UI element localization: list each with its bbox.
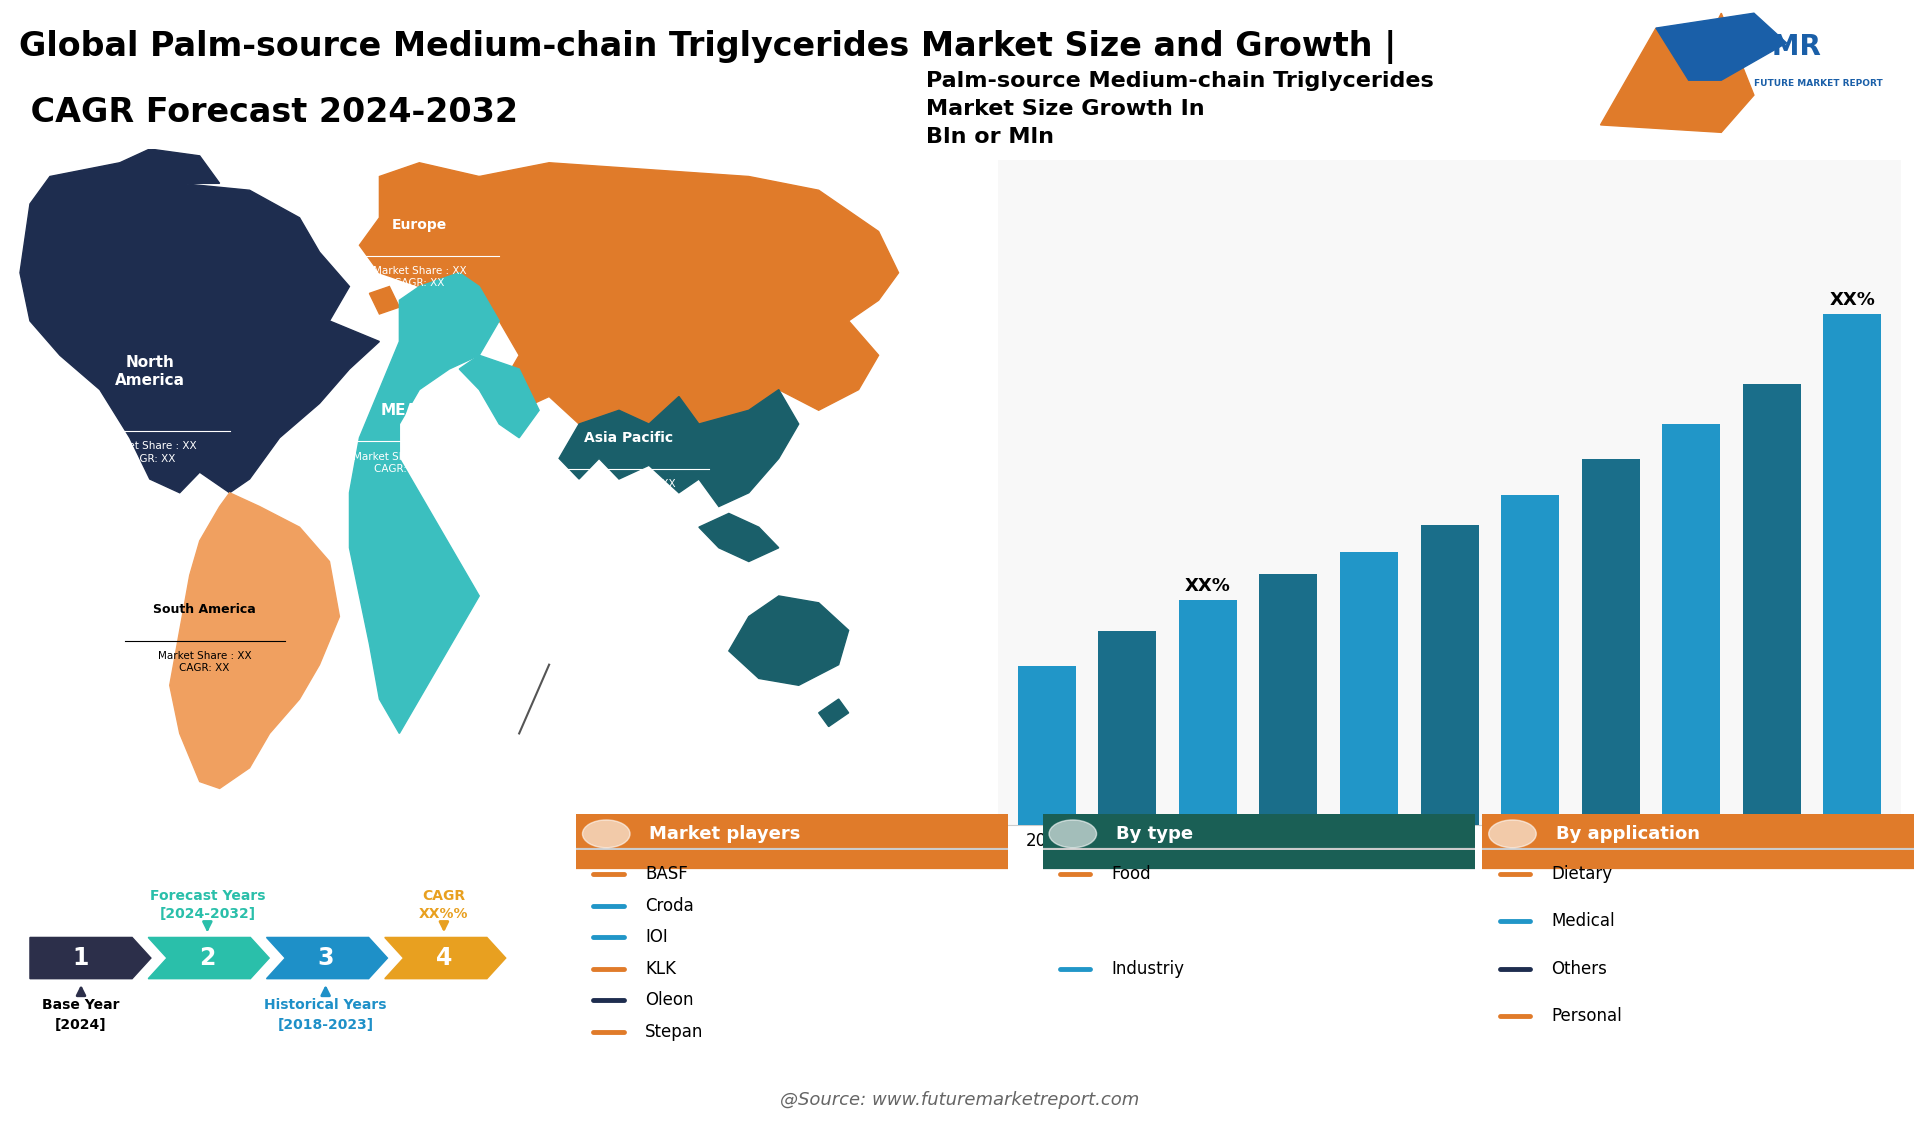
- Text: XX%: XX%: [1185, 578, 1231, 595]
- Text: Market players: Market players: [649, 825, 801, 842]
- Text: North
America: North America: [115, 355, 184, 387]
- Circle shape: [1488, 821, 1536, 848]
- Text: Market Share : XX
CAGR: XX: Market Share : XX CAGR: XX: [157, 651, 252, 674]
- Bar: [1421, 525, 1478, 825]
- Text: Market Share : XX
CAGR: XX: Market Share : XX CAGR: XX: [104, 441, 196, 464]
- Bar: [1743, 384, 1801, 825]
- Polygon shape: [369, 286, 399, 314]
- Text: Food: Food: [1112, 865, 1152, 884]
- Text: Base Year: Base Year: [42, 998, 119, 1012]
- Text: 1: 1: [73, 947, 88, 970]
- Bar: [1098, 631, 1156, 825]
- Polygon shape: [1601, 14, 1753, 133]
- Polygon shape: [148, 937, 269, 979]
- Circle shape: [1048, 821, 1096, 848]
- Bar: [1179, 601, 1236, 825]
- Bar: [1824, 314, 1882, 825]
- Text: XX%: XX%: [1830, 291, 1876, 308]
- Text: CAGR: CAGR: [422, 889, 465, 903]
- Bar: [1260, 574, 1317, 825]
- Polygon shape: [384, 197, 409, 218]
- Text: Historical Years: Historical Years: [265, 998, 388, 1012]
- Text: Palm-source Medium-chain Triglycerides
Market Size Growth In
Bln or Mln: Palm-source Medium-chain Triglycerides M…: [925, 71, 1434, 147]
- Text: CAGR Forecast 2024-2032: CAGR Forecast 2024-2032: [19, 96, 518, 129]
- Polygon shape: [1655, 14, 1786, 80]
- Text: Dietary: Dietary: [1551, 865, 1613, 884]
- Text: Personal: Personal: [1551, 1007, 1622, 1025]
- Text: By application: By application: [1555, 825, 1699, 842]
- Text: Market Share : XX
CAGR: XX: Market Share : XX CAGR: XX: [353, 452, 445, 474]
- Text: @Source: www.futuremarketreport.com: @Source: www.futuremarketreport.com: [780, 1091, 1140, 1109]
- Text: [2024]: [2024]: [56, 1018, 108, 1031]
- Polygon shape: [31, 937, 152, 979]
- Polygon shape: [699, 513, 780, 562]
- Bar: [1663, 424, 1720, 825]
- Circle shape: [582, 821, 630, 848]
- Text: 2: 2: [200, 947, 215, 970]
- Text: Europe: Europe: [392, 218, 447, 231]
- Bar: [1018, 667, 1075, 825]
- Text: Others: Others: [1551, 959, 1607, 978]
- Text: [2018-2023]: [2018-2023]: [278, 1018, 374, 1031]
- Polygon shape: [730, 596, 849, 685]
- Bar: [1340, 552, 1398, 825]
- Text: XX%%: XX%%: [419, 908, 468, 921]
- Polygon shape: [559, 390, 799, 507]
- Text: Global Palm-source Medium-chain Triglycerides Market Size and Growth |: Global Palm-source Medium-chain Triglyce…: [19, 31, 1396, 64]
- Text: MEA: MEA: [380, 403, 419, 418]
- Polygon shape: [818, 699, 849, 727]
- Polygon shape: [359, 163, 518, 286]
- Polygon shape: [459, 355, 540, 438]
- Text: Asia Pacific: Asia Pacific: [584, 431, 674, 445]
- Polygon shape: [119, 149, 219, 183]
- Text: Croda: Croda: [645, 896, 693, 915]
- Text: Market Share : XX
CAGR: XX: Market Share : XX CAGR: XX: [372, 266, 467, 289]
- Bar: [1582, 460, 1640, 825]
- Polygon shape: [169, 493, 340, 788]
- Text: KLK: KLK: [645, 959, 676, 978]
- Text: FUTURE MARKET REPORT: FUTURE MARKET REPORT: [1753, 79, 1884, 88]
- Text: FMR: FMR: [1753, 33, 1822, 62]
- Text: Market Share : XX
CAGR: XX: Market Share : XX CAGR: XX: [582, 479, 676, 502]
- FancyBboxPatch shape: [1018, 799, 1501, 869]
- Text: Oleon: Oleon: [645, 991, 693, 1010]
- Bar: [1501, 495, 1559, 825]
- FancyBboxPatch shape: [1455, 799, 1920, 869]
- Text: [2024-2032]: [2024-2032]: [159, 908, 255, 921]
- Text: Industriy: Industriy: [1112, 959, 1185, 978]
- Polygon shape: [384, 937, 505, 979]
- Text: 4: 4: [436, 947, 451, 970]
- Polygon shape: [267, 937, 388, 979]
- Text: BASF: BASF: [645, 865, 687, 884]
- Polygon shape: [459, 163, 899, 424]
- Text: 3: 3: [317, 947, 334, 970]
- Polygon shape: [349, 273, 499, 733]
- Text: Stepan: Stepan: [645, 1022, 703, 1041]
- Text: Medical: Medical: [1551, 912, 1615, 931]
- Text: By type: By type: [1116, 825, 1192, 842]
- FancyBboxPatch shape: [551, 799, 1033, 869]
- Text: IOI: IOI: [645, 928, 668, 947]
- Text: South America: South America: [154, 603, 255, 615]
- Polygon shape: [19, 163, 380, 493]
- Text: Forecast Years: Forecast Years: [150, 889, 265, 903]
